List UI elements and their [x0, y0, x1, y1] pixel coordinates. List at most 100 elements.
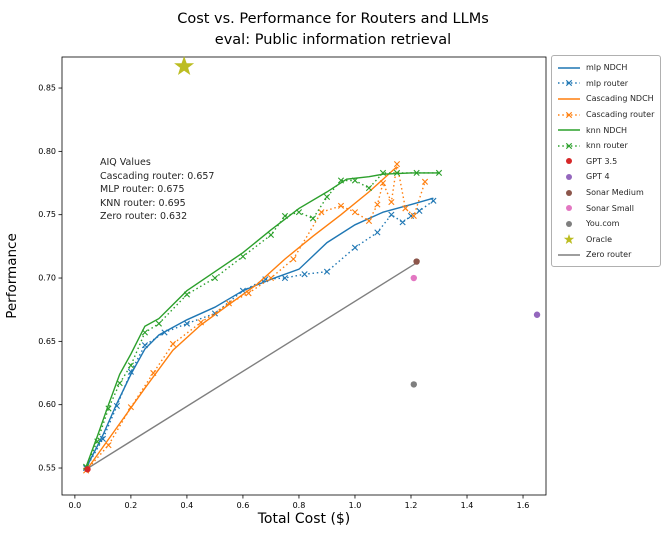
x-marker: [435, 169, 443, 176]
x-marker: [141, 342, 148, 349]
x-marker: [105, 405, 112, 412]
point-you-com: [410, 381, 417, 388]
legend-swatch-dot-icon: [566, 205, 572, 212]
x-marker: [337, 177, 345, 184]
x-marker: [99, 435, 106, 442]
x-marker: [351, 177, 359, 184]
aiq-annotation: AIQ Values Cascading router: 0.657 MLP r…: [100, 156, 214, 224]
legend-item-mlp-router: mlp router: [557, 76, 655, 92]
x-marker: [323, 193, 331, 201]
legend-item-sonar-small: Sonar Small: [557, 200, 655, 216]
x-tick-label: 0.0: [69, 501, 82, 510]
x-marker: [407, 212, 415, 220]
y-tick-label: 0.55: [38, 464, 56, 473]
point-sonar-medium: [413, 258, 420, 265]
chart-title-line1: Cost vs. Performance for Routers and LLM…: [177, 11, 489, 27]
legend-item-label: GPT 3.5: [586, 156, 618, 166]
x-marker: [421, 178, 429, 185]
x-marker: [410, 212, 417, 220]
legend-item-cascading-router: Cascading router: [557, 107, 655, 123]
x-marker: [430, 197, 437, 204]
x-marker: [127, 362, 134, 369]
legend-item-label: knn NDCH: [586, 125, 628, 135]
series-zero-router: [85, 262, 417, 470]
series-cascading-ndch: [85, 166, 398, 472]
x-marker: [281, 274, 289, 282]
x-marker: [402, 205, 409, 212]
x-marker: [161, 329, 168, 336]
x-marker: [416, 207, 423, 214]
legend-item-label: mlp NDCH: [586, 63, 628, 73]
legend-swatch-dotted-x-icon: [558, 80, 580, 87]
point-oracle: [174, 55, 195, 76]
x-marker: [388, 198, 395, 206]
legend-item-label: Sonar Medium: [586, 188, 644, 198]
x-marker: [379, 169, 387, 176]
x-marker: [374, 201, 381, 208]
aiq-annotation-line: AIQ Values: [100, 157, 151, 168]
x-marker: [150, 369, 157, 377]
x-marker: [337, 202, 345, 209]
legend-item-sonar-medium: Sonar Medium: [557, 185, 655, 201]
legend-swatch-line-icon: [558, 98, 580, 100]
legend-swatch-dot-icon: [566, 173, 572, 180]
x-marker: [94, 438, 101, 445]
x-marker: [225, 300, 233, 307]
legend-item-label: Sonar Small: [586, 203, 634, 213]
legend-swatch-dot-icon: [566, 220, 572, 227]
x-marker: [116, 380, 123, 387]
plot-frame: [61, 56, 547, 496]
x-tick-label: 1.6: [517, 501, 530, 510]
legend-item-gpt-3-5: GPT 3.5: [557, 154, 655, 170]
aiq-annotation-line: Cascading router: 0.657: [100, 170, 215, 182]
point-gpt-3-5: [84, 466, 91, 473]
x-marker: [351, 244, 359, 251]
x-marker: [267, 274, 275, 282]
legend-swatch-star-icon: [563, 234, 575, 245]
aiq-annotation-line: KNN router: 0.695: [100, 197, 186, 209]
x-tick-label: 1.0: [349, 501, 362, 510]
legend-item-label: GPT 4: [586, 172, 610, 182]
x-marker: [365, 217, 373, 225]
x-tick-label: 0.2: [125, 501, 138, 510]
x-tick-label: 1.4: [461, 501, 474, 510]
legend-swatch-dotted-x-icon: [558, 111, 580, 118]
series-mlp-router: [85, 200, 434, 469]
x-marker: [155, 320, 163, 327]
y-tick-label: 0.65: [38, 337, 56, 346]
x-marker: [301, 271, 308, 278]
legend-item-you-com: You.com: [557, 216, 655, 232]
x-marker: [399, 219, 406, 226]
x-marker: [379, 179, 387, 187]
x-marker: [211, 274, 219, 282]
x-marker: [565, 111, 573, 118]
x-marker: [127, 368, 134, 375]
x-marker: [169, 340, 177, 347]
legend-swatch-dot-icon: [566, 189, 572, 196]
x-marker: [309, 215, 317, 222]
y-tick-label: 0.70: [38, 274, 56, 283]
aiq-annotation-line: Zero router: 0.632: [100, 211, 188, 222]
aiq-annotation-line: MLP router: 0.675: [100, 184, 185, 195]
x-marker: [388, 211, 395, 218]
legend-swatch-line-icon: [558, 67, 580, 69]
legend-item-gpt-4: GPT 4: [557, 169, 655, 185]
legend-item-label: Oracle: [586, 234, 613, 244]
x-marker: [290, 255, 297, 263]
y-tick-label: 0.80: [38, 147, 56, 156]
x-marker: [565, 142, 573, 149]
x-marker: [374, 229, 381, 236]
y-tick-label: 0.60: [38, 400, 56, 409]
legend-swatch-line-icon: [558, 254, 580, 256]
x-marker: [141, 329, 148, 336]
legend-item-zero-router: Zero router: [557, 247, 655, 263]
x-marker: [105, 442, 112, 449]
x-marker: [365, 185, 373, 192]
chart-title: Cost vs. Performance for Routers and LLM…: [0, 9, 666, 51]
x-marker: [351, 209, 359, 216]
legend-item-label: Cascading NDCH: [586, 94, 654, 104]
x-marker: [113, 402, 120, 410]
x-marker: [413, 169, 420, 176]
x-marker: [323, 268, 331, 275]
